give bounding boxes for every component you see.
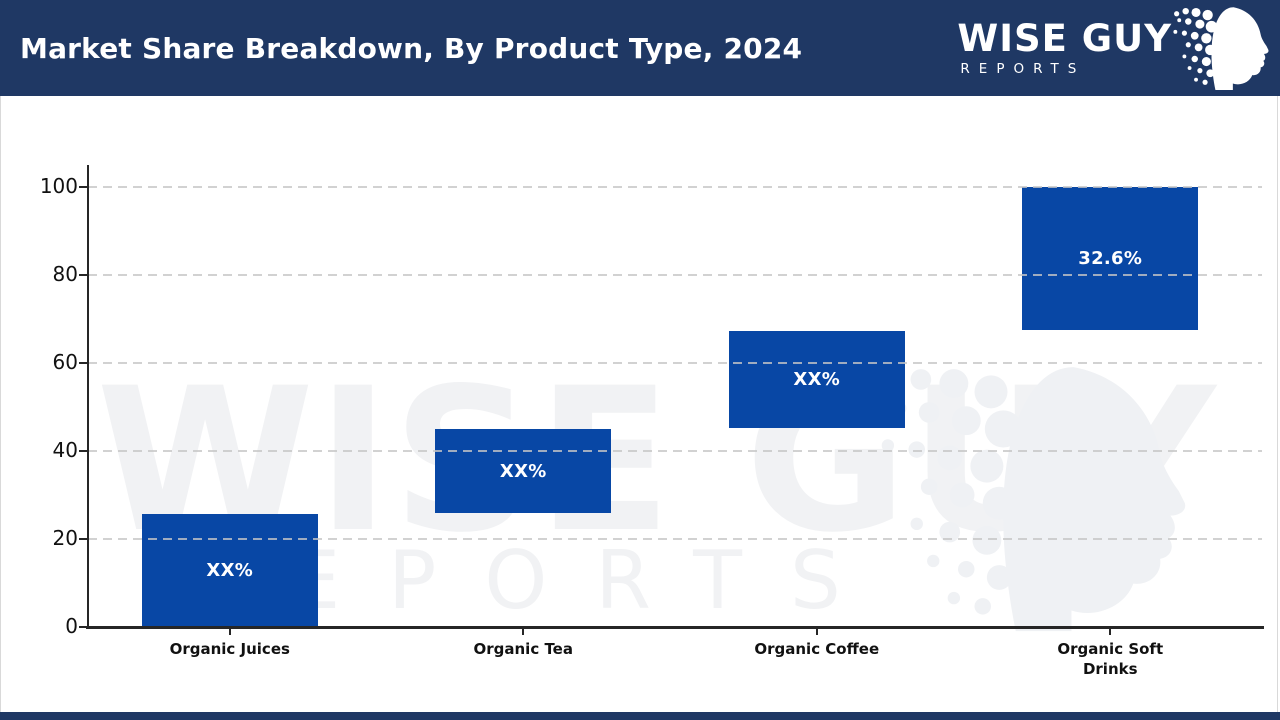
- y-tick-label: 40: [52, 438, 78, 462]
- y-tick-mark: [79, 450, 87, 452]
- logo-text: WISE GUY REPORTS: [957, 20, 1172, 77]
- bar-value-label: XX%: [206, 559, 254, 581]
- bar: 32.6%: [1022, 187, 1199, 331]
- x-tick-mark: [522, 629, 525, 635]
- wiseguy-logo: WISE GUY REPORTS: [957, 6, 1280, 90]
- bar-value-label: XX%: [499, 460, 547, 482]
- x-axis-label: Organic Soft Drinks: [1057, 640, 1164, 679]
- x-axis-line: [86, 626, 1264, 629]
- footer-bar: [0, 712, 1280, 720]
- y-tick-mark: [79, 538, 87, 540]
- logo-face-icon: [1166, 6, 1270, 90]
- y-tick-mark: [79, 362, 87, 364]
- x-tick-mark: [1109, 629, 1112, 635]
- gridline: [88, 450, 1262, 452]
- bar-value-label: XX%: [793, 368, 841, 390]
- gridline: [88, 538, 1262, 540]
- y-axis-line: [87, 165, 89, 628]
- watermark-face-icon: [859, 308, 1189, 686]
- bar: XX%: [141, 513, 318, 627]
- logo-subtext: REPORTS: [960, 60, 1086, 77]
- x-tick-mark: [228, 629, 231, 635]
- logo-wordmark: WISE GUY: [957, 16, 1172, 60]
- bar: XX%: [435, 429, 612, 514]
- y-tick-mark: [79, 274, 87, 276]
- y-tick-mark: [79, 186, 87, 188]
- y-tick-label: 20: [52, 526, 78, 550]
- y-tick-mark: [79, 626, 87, 628]
- y-tick-label: 0: [65, 614, 78, 638]
- bar: XX%: [728, 330, 905, 429]
- chart-title: Market Share Breakdown, By Product Type,…: [20, 31, 803, 65]
- bar-value-label: 32.6%: [1078, 248, 1143, 270]
- x-tick-mark: [815, 629, 818, 635]
- x-axis-label: Organic Coffee: [754, 640, 880, 658]
- y-tick-label: 100: [39, 174, 78, 198]
- header-bar: Market Share Breakdown, By Product Type,…: [0, 0, 1280, 96]
- x-axis-label: Organic Tea: [473, 640, 573, 658]
- y-tick-label: 80: [52, 262, 78, 286]
- gridline: [88, 186, 1262, 188]
- x-axis-label: Organic Juices: [169, 640, 290, 658]
- gridline: [88, 274, 1262, 276]
- y-tick-label: 60: [52, 350, 78, 374]
- gridline: [88, 362, 1262, 364]
